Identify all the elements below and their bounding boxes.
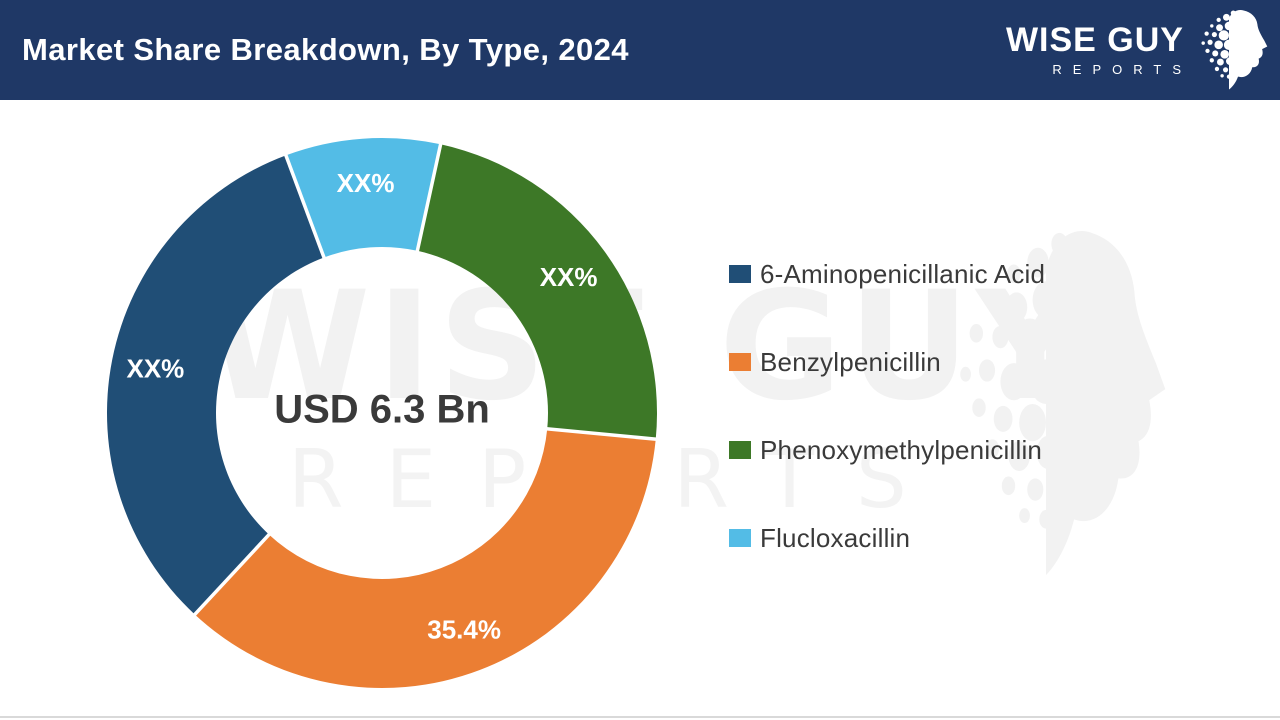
- header: Market Share Breakdown, By Type, 2024 WI…: [0, 0, 1280, 100]
- legend-item-phenoxymethylpenicillin: Phenoxymethylpenicillin: [729, 432, 1045, 468]
- legend-label: 6-Aminopenicillanic Acid: [760, 258, 1046, 289]
- segment-divider: [192, 532, 271, 617]
- segment-label-6-aminopenicillanic-acid: XX%: [127, 353, 185, 383]
- donut-segment-benzylpenicillin: [194, 428, 656, 688]
- legend-swatch-icon: [729, 353, 751, 371]
- page-title: Market Share Breakdown, By Type, 2024: [22, 32, 629, 67]
- donut-center-value: USD 6.3 Bn: [274, 387, 490, 431]
- segment-label-phenoxymethylpenicillin: XX%: [540, 262, 598, 292]
- logo-subtitle: REPORTS: [1052, 62, 1192, 77]
- segment-label-benzylpenicillin: 35.4%: [427, 614, 501, 644]
- donut-segment-flucloxacillin: [285, 138, 441, 258]
- wiseguy-logo: WISE GUY REPORTS: [1006, 7, 1272, 93]
- legend-swatch-icon: [729, 265, 751, 283]
- donut-segment-6-aminopenicillanic-acid: [107, 155, 324, 615]
- legend-swatch-icon: [729, 441, 751, 459]
- legend-item-benzylpenicillin: Benzylpenicillin: [729, 344, 1045, 380]
- segment-divider: [415, 142, 443, 253]
- wiseguy-face-icon: [1201, 10, 1268, 90]
- segment-divider: [283, 153, 326, 260]
- wiseguy-logo-text: WISE GUY REPORTS: [1006, 23, 1184, 77]
- segment-label-flucloxacillin: XX%: [337, 168, 395, 198]
- segment-divider: [546, 426, 657, 442]
- logo-wordmark: WISE GUY: [1005, 21, 1184, 59]
- legend: 6-Aminopenicillanic Acid Benzylpenicilli…: [729, 256, 1045, 608]
- legend-label: Benzylpenicillin: [760, 346, 941, 377]
- footer-divider: [0, 716, 1280, 718]
- legend-swatch-icon: [729, 529, 751, 547]
- legend-label: Flucloxacillin: [760, 522, 911, 553]
- legend-item-6-aminopenicillanic-acid: 6-Aminopenicillanic Acid: [729, 256, 1045, 292]
- donut-chart: XX% XX% XX% 35.4% USD 6.3 Bn: [107, 138, 658, 688]
- legend-label: Phenoxymethylpenicillin: [760, 434, 1043, 465]
- donut-segment-phenoxymethylpenicillin: [417, 144, 658, 440]
- legend-item-flucloxacillin: Flucloxacillin: [729, 520, 1045, 556]
